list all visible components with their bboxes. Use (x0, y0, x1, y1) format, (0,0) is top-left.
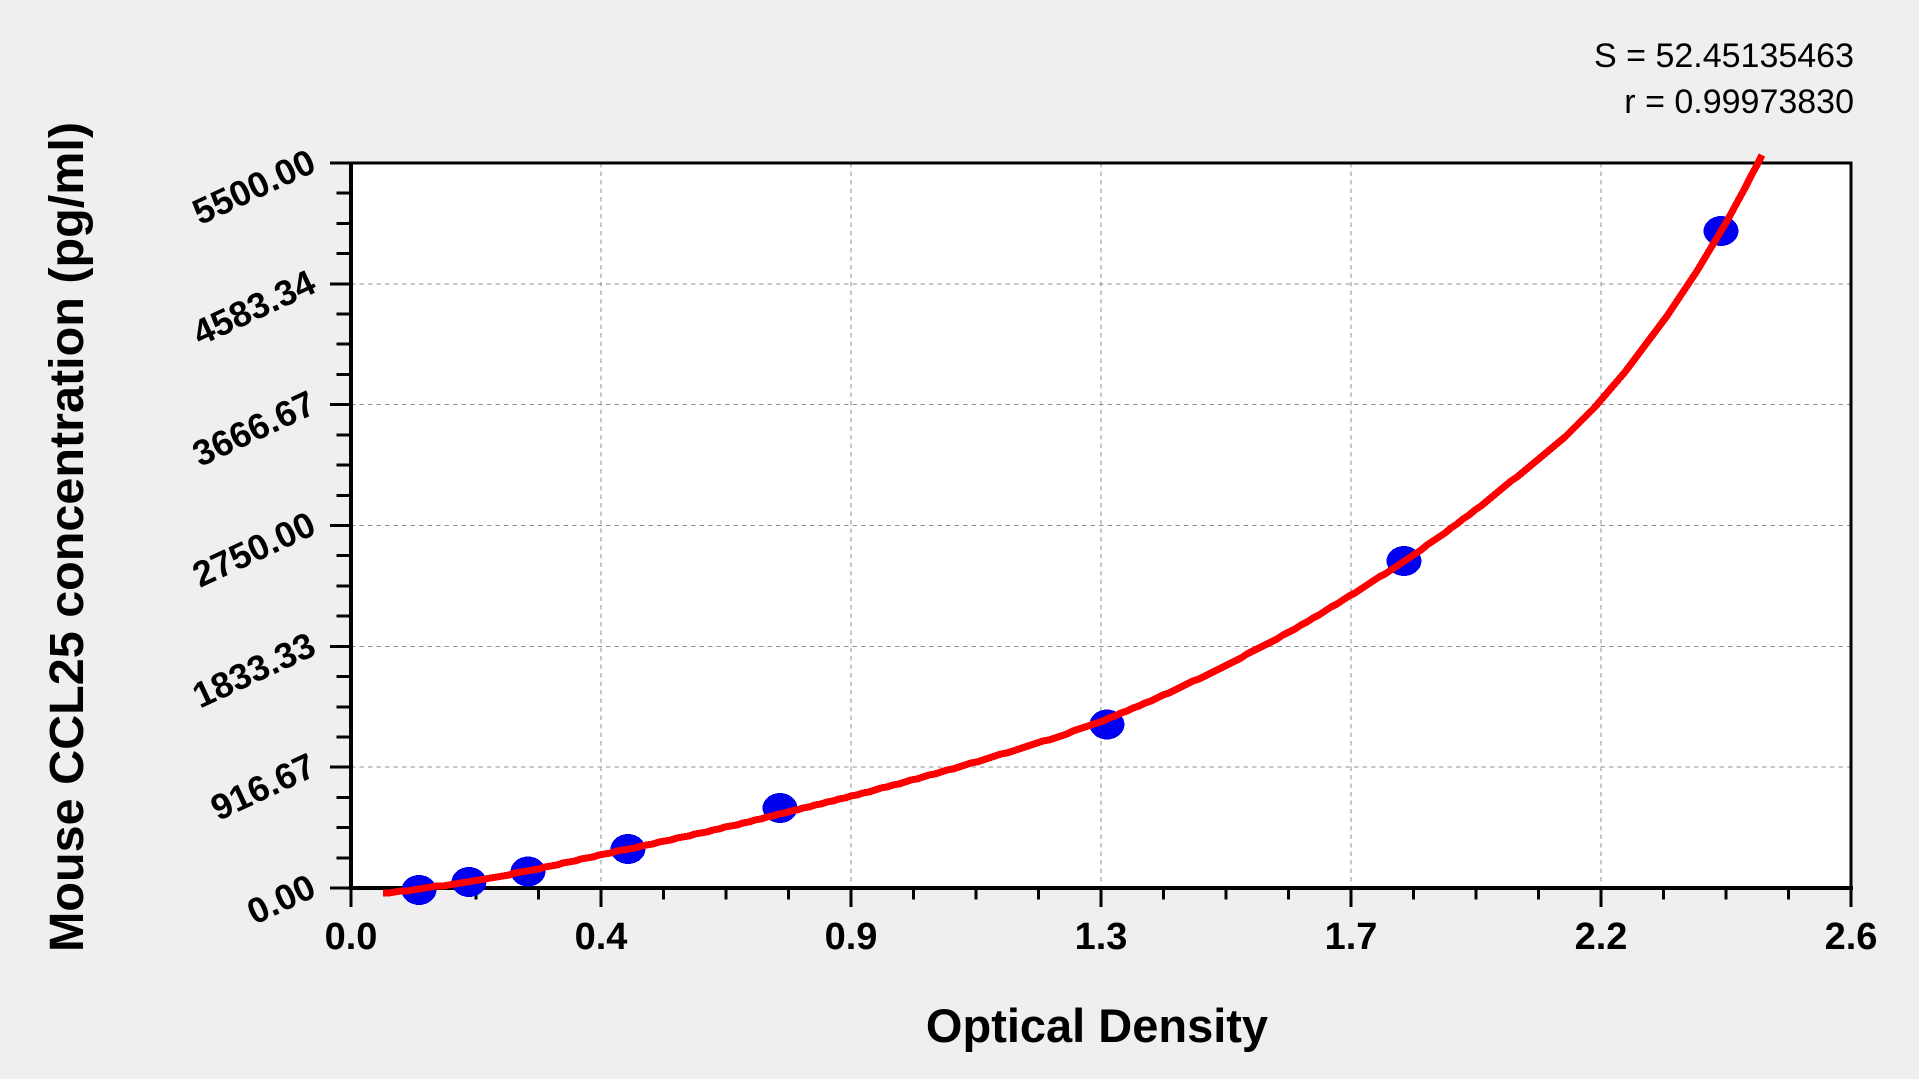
svg-text:2.6: 2.6 (1825, 916, 1878, 958)
svg-text:Optical Density: Optical Density (926, 999, 1268, 1052)
svg-text:r = 0.99973830: r = 0.99973830 (1624, 83, 1854, 121)
svg-text:0.0: 0.0 (325, 916, 378, 958)
svg-text:0.9: 0.9 (825, 916, 878, 958)
svg-text:1.3: 1.3 (1075, 916, 1128, 958)
svg-text:Mouse CCL25 concentration (pg/: Mouse CCL25 concentration (pg/ml) (40, 122, 94, 952)
svg-text:S = 52.45135463: S = 52.45135463 (1594, 37, 1854, 75)
svg-text:2.2: 2.2 (1575, 916, 1628, 958)
svg-text:0.4: 0.4 (575, 916, 628, 958)
svg-text:1.7: 1.7 (1325, 916, 1378, 958)
